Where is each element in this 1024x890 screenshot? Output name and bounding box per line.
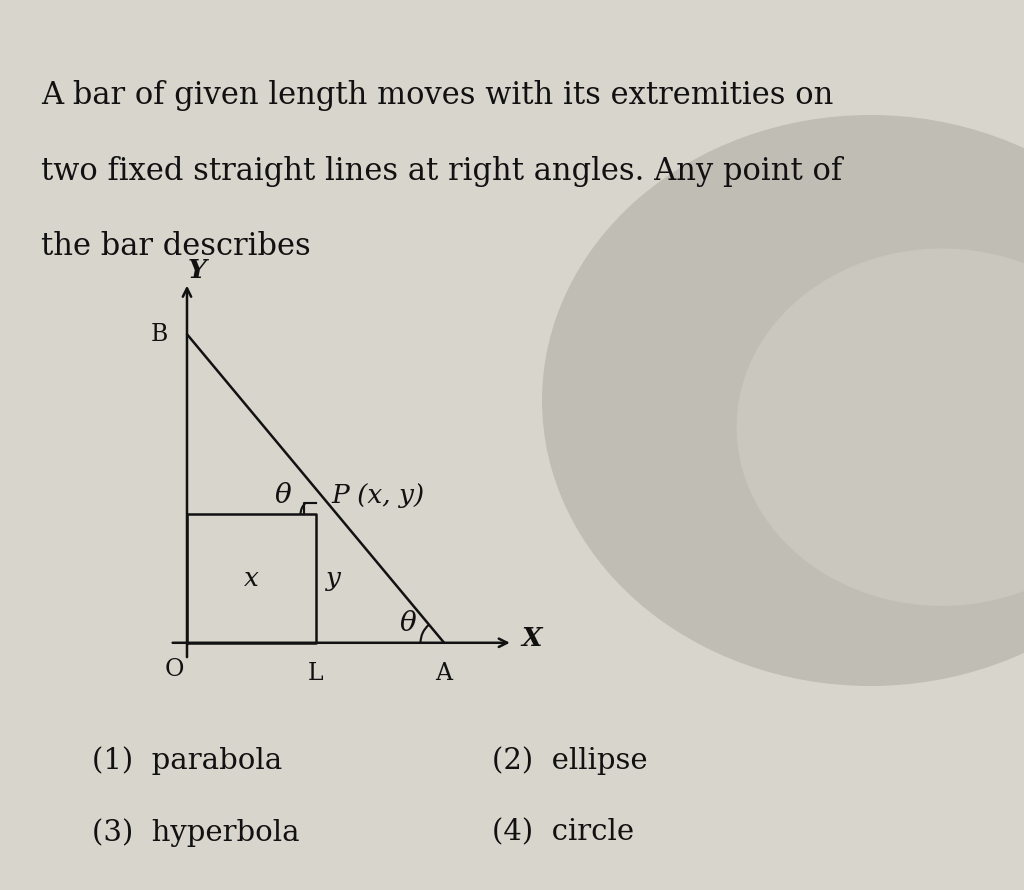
- Text: two fixed straight lines at right angles. Any point of: two fixed straight lines at right angles…: [41, 156, 842, 187]
- Text: (4)  circle: (4) circle: [492, 818, 634, 846]
- Text: L: L: [308, 661, 324, 684]
- Text: θ: θ: [399, 611, 417, 637]
- Text: O: O: [165, 659, 184, 681]
- Text: the bar describes: the bar describes: [41, 231, 310, 263]
- Text: P (x, y): P (x, y): [331, 483, 424, 508]
- Text: Y: Y: [187, 258, 207, 283]
- Circle shape: [737, 249, 1024, 605]
- Text: A: A: [435, 661, 453, 684]
- Text: (1)  parabola: (1) parabola: [92, 747, 283, 775]
- Text: (2)  ellipse: (2) ellipse: [492, 747, 647, 775]
- Text: B: B: [151, 323, 168, 345]
- Text: X: X: [521, 626, 542, 651]
- Text: A bar of given length moves with its extremities on: A bar of given length moves with its ext…: [41, 80, 834, 111]
- Text: x: x: [244, 566, 259, 591]
- Text: (3)  hyperbola: (3) hyperbola: [92, 818, 300, 846]
- Text: θ: θ: [274, 481, 292, 509]
- Text: y: y: [326, 566, 341, 591]
- Circle shape: [543, 116, 1024, 685]
